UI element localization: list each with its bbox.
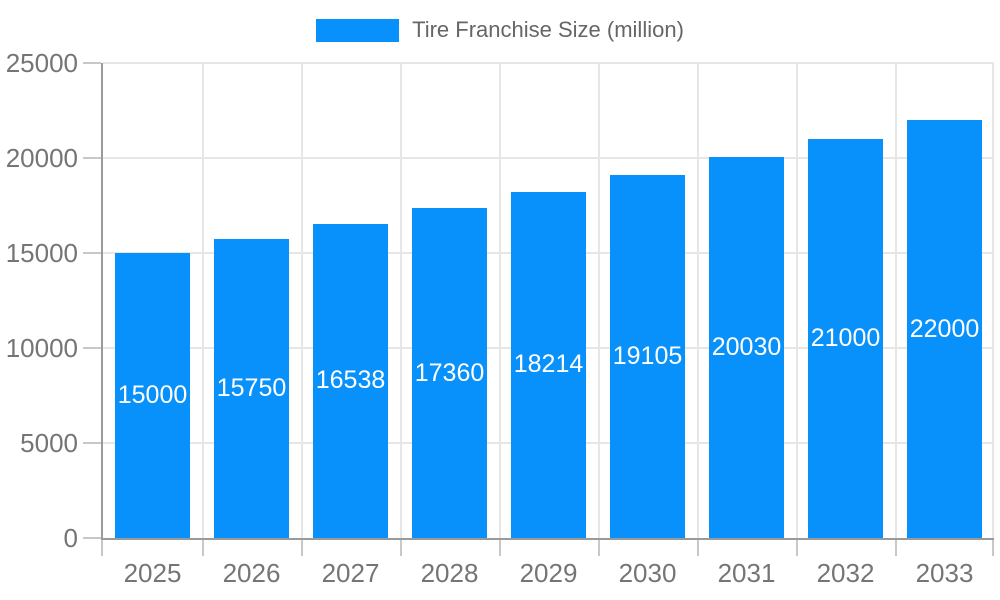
- bar-value-label: 16538: [315, 366, 386, 395]
- y-axis-tick-mark: [83, 347, 101, 349]
- gridline-vertical: [697, 63, 699, 538]
- legend-label: Tire Franchise Size (million): [412, 17, 684, 42]
- x-axis-tick-mark: [992, 540, 994, 556]
- x-axis-tick-mark: [101, 540, 103, 556]
- plot-area: 0 5000 10000 15000 20000 25000 15000 2025 15750 2…: [6, 48, 994, 588]
- bar: 16538: [313, 223, 388, 538]
- gridline-vertical: [895, 63, 897, 538]
- x-axis-tick-mark: [598, 540, 600, 556]
- y-axis-tick-label: 20000: [5, 143, 78, 173]
- x-axis-tick-mark: [301, 540, 303, 556]
- bar: 20030: [709, 157, 784, 538]
- x-axis-tick-mark: [697, 540, 699, 556]
- gridline-vertical: [202, 63, 204, 538]
- x-axis-tick-mark: [895, 540, 897, 556]
- bar-value-label: 19105: [612, 342, 683, 370]
- bar-value-label: 17360: [414, 358, 485, 387]
- x-axis-tick-mark: [202, 540, 204, 556]
- gridline-vertical: [499, 63, 501, 538]
- gridline-vertical: [301, 63, 303, 538]
- x-axis-tick-mark: [499, 540, 501, 556]
- gridline-vertical: [400, 63, 402, 538]
- y-axis-tick-mark: [83, 157, 101, 159]
- x-axis-tick-mark: [400, 540, 402, 556]
- bar-value-label: 15000: [117, 381, 188, 409]
- bar: 18214: [511, 191, 586, 538]
- y-axis-tick-label: 0: [63, 523, 78, 553]
- x-axis-tick-label: 2027: [321, 558, 380, 588]
- x-axis-tick-label: 2026: [222, 558, 281, 588]
- bar: 15750: [214, 238, 289, 538]
- x-axis-tick-label: 2028: [420, 558, 479, 588]
- x-axis-tick-label: 2025: [123, 558, 182, 588]
- y-axis-tick-mark: [83, 442, 101, 444]
- bar-value-label: 20030: [711, 333, 782, 362]
- x-axis-tick-label: 2030: [618, 558, 677, 588]
- legend-swatch-icon: [316, 18, 400, 42]
- x-axis-tick-label: 2029: [519, 558, 578, 588]
- gridline-vertical: [992, 63, 994, 538]
- gridline-vertical: [796, 63, 798, 538]
- bar-value-label: 22000: [909, 314, 980, 343]
- y-axis-tick-mark: [83, 252, 101, 254]
- y-axis-tick-label: 15000: [5, 238, 78, 268]
- y-axis-tick-label: 10000: [5, 333, 78, 363]
- bar: 22000: [907, 120, 982, 538]
- y-axis-tick-mark: [83, 537, 101, 539]
- x-axis-tick-label: 2032: [816, 558, 875, 588]
- x-axis-tick-label: 2031: [717, 558, 776, 588]
- bar-value-label: 18214: [513, 350, 584, 379]
- gridline-horizontal: [103, 157, 994, 159]
- gridline-vertical: [598, 63, 600, 538]
- gridline-horizontal: [103, 62, 994, 64]
- bar: 19105: [610, 175, 685, 538]
- legend-item[interactable]: Tire Franchise Size (million): [0, 17, 1000, 43]
- x-axis-tick-mark: [796, 540, 798, 556]
- y-axis-tick-label: 25000: [5, 48, 78, 78]
- bar-value-label: 21000: [810, 324, 881, 352]
- x-axis-tick-label: 2033: [915, 558, 974, 588]
- bar-value-label: 15750: [216, 373, 287, 402]
- y-axis-tick-mark: [83, 62, 101, 64]
- bar: 21000: [808, 139, 883, 538]
- y-axis-tick-label: 5000: [20, 428, 78, 458]
- bar: 15000: [115, 253, 190, 538]
- bar: 17360: [412, 208, 487, 538]
